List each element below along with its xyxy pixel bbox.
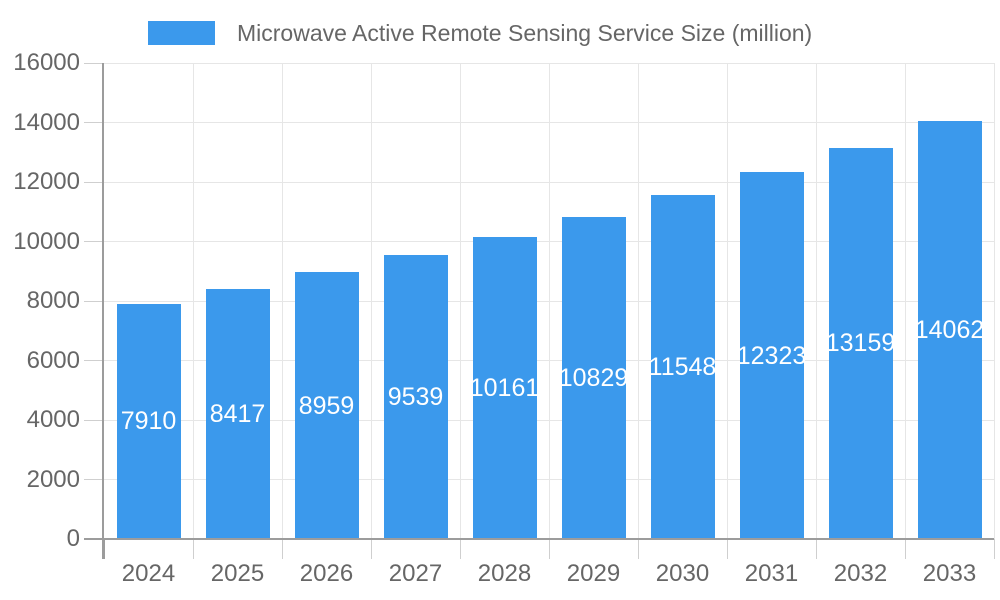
- x-tick-label: 2028: [477, 560, 532, 587]
- y-tick-label: 10000: [13, 227, 80, 255]
- x-axis-tick: [726, 539, 728, 559]
- bar-2031: [739, 172, 804, 539]
- y-tick-label: 16000: [13, 49, 80, 76]
- bar-2032: [828, 147, 893, 539]
- bar-2030: [650, 195, 715, 539]
- gridline-vertical: [370, 63, 372, 539]
- x-tick-label: 2029: [566, 560, 621, 587]
- gridline-vertical: [459, 63, 461, 539]
- legend-item[interactable]: Microwave Active Remote Sensing Service …: [148, 21, 812, 45]
- bar-value-label: 9539: [387, 383, 444, 412]
- bar-value-label: 8417: [209, 399, 266, 428]
- x-axis-tick: [459, 539, 461, 559]
- x-tick-label: 2032: [833, 560, 888, 587]
- gridline-vertical: [548, 63, 550, 539]
- x-tick-label: 2027: [388, 560, 443, 587]
- gridline-vertical: [993, 63, 995, 539]
- bar-value-label: 10161: [469, 373, 540, 402]
- x-axis-tick: [637, 539, 639, 559]
- gridline-vertical: [637, 63, 639, 539]
- bar-2024: [116, 303, 181, 539]
- x-axis-tick: [103, 539, 105, 559]
- bar-2026: [294, 272, 359, 539]
- bar-value-label: 13159: [825, 329, 896, 358]
- y-axis-tick: [84, 62, 104, 64]
- x-tick-label: 2030: [655, 560, 710, 587]
- legend-swatch: [148, 21, 215, 45]
- y-tick-label: 2000: [26, 465, 80, 493]
- bar-2025: [205, 288, 270, 539]
- legend-label: Microwave Active Remote Sensing Service …: [237, 20, 813, 46]
- y-tick-label: 8000: [26, 287, 80, 314]
- y-tick-label: 6000: [26, 346, 80, 374]
- bar-value-label: 10829: [558, 363, 629, 392]
- bar-value-label: 14062: [914, 315, 985, 344]
- x-axis-tick: [548, 539, 550, 559]
- y-axis-tick: [84, 360, 104, 361]
- bar-2033: [917, 120, 982, 539]
- gridline-vertical: [281, 63, 283, 539]
- bar-value-label: 8959: [298, 391, 355, 420]
- y-axis-tick: [84, 419, 104, 421]
- x-axis-tick: [281, 539, 283, 559]
- x-tick-label: 2026: [299, 560, 354, 587]
- bar-value-label: 11548: [648, 353, 717, 382]
- x-tick-label: 2024: [121, 560, 176, 587]
- bar-value-label: 7910: [120, 407, 177, 436]
- y-axis-tick: [84, 181, 104, 183]
- y-tick-label: 12000: [13, 168, 80, 195]
- gridline-vertical: [192, 63, 194, 539]
- x-axis-tick: [815, 539, 817, 559]
- y-axis-tick: [84, 241, 104, 242]
- bar-value-label: 12323: [736, 341, 807, 370]
- gridline-vertical: [815, 63, 817, 539]
- gridline-vertical: [726, 63, 728, 539]
- x-tick-label: 2031: [744, 560, 799, 587]
- x-axis-tick: [904, 539, 906, 559]
- y-axis-tick: [84, 479, 104, 480]
- bar-2027: [383, 255, 448, 539]
- y-axis-tick: [84, 122, 104, 123]
- y-axis-tick: [84, 300, 104, 302]
- y-tick-label: 0: [66, 525, 80, 552]
- y-axis-line: [102, 63, 104, 559]
- x-axis-tick: [993, 539, 995, 559]
- bar-2029: [561, 216, 626, 539]
- y-tick-label: 4000: [26, 406, 80, 433]
- x-axis-line: [84, 538, 994, 540]
- x-tick-label: 2033: [922, 560, 977, 587]
- gridline-vertical: [904, 63, 906, 539]
- x-axis-tick: [192, 539, 194, 559]
- bar-2028: [472, 236, 537, 539]
- x-tick-label: 2025: [210, 560, 265, 587]
- x-axis-tick: [370, 539, 372, 559]
- y-tick-label: 14000: [13, 108, 80, 136]
